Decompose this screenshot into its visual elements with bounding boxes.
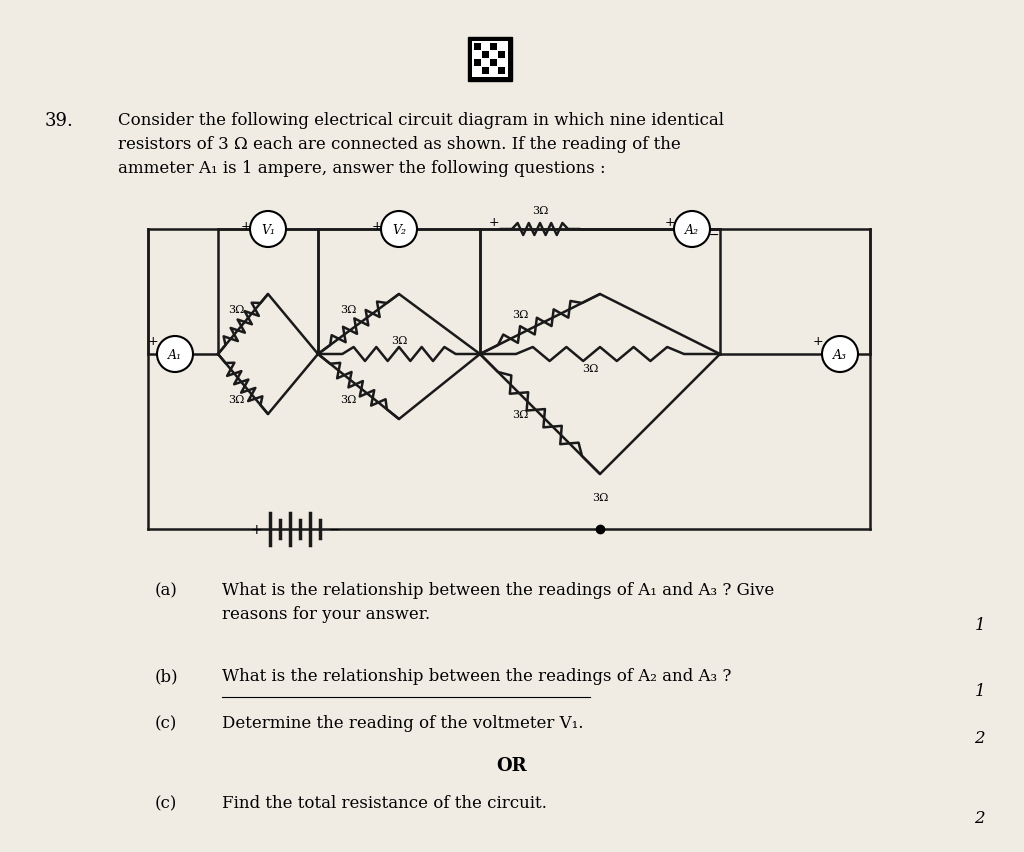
Text: What is the relationship between the readings of A₁ and A₃ ? Give
reasons for yo: What is the relationship between the rea… <box>222 581 774 623</box>
Bar <box>474 44 481 51</box>
Bar <box>472 42 508 78</box>
Text: +: + <box>250 522 262 537</box>
Bar <box>490 60 497 67</box>
Text: 2: 2 <box>975 809 985 826</box>
Bar <box>474 60 481 67</box>
Circle shape <box>157 337 193 372</box>
Text: (b): (b) <box>155 667 178 684</box>
Text: 39.: 39. <box>45 112 74 130</box>
Text: 3Ω: 3Ω <box>340 305 356 314</box>
Text: (c): (c) <box>155 794 177 811</box>
Text: A₁: A₁ <box>168 348 182 361</box>
Text: +: + <box>813 334 823 347</box>
Text: What is the relationship between the readings of A₂ and A₃ ?: What is the relationship between the rea… <box>222 667 731 684</box>
Circle shape <box>381 212 417 248</box>
Text: A₃: A₃ <box>833 348 847 361</box>
Text: (c): (c) <box>155 714 177 731</box>
Bar <box>482 68 489 75</box>
Text: 2: 2 <box>975 729 985 746</box>
Text: V₁: V₁ <box>261 223 275 236</box>
Text: 3Ω: 3Ω <box>227 305 244 314</box>
Text: V₂: V₂ <box>392 223 406 236</box>
Text: Find the total resistance of the circuit.: Find the total resistance of the circuit… <box>222 794 547 811</box>
Text: Consider the following electrical circuit diagram in which nine identical
resist: Consider the following electrical circui… <box>118 112 724 177</box>
Text: 3Ω: 3Ω <box>391 336 408 346</box>
Circle shape <box>250 212 286 248</box>
Bar <box>482 52 489 59</box>
Text: 3Ω: 3Ω <box>592 492 608 503</box>
Text: 1: 1 <box>975 682 985 699</box>
Circle shape <box>674 212 710 248</box>
Text: +: + <box>665 216 675 228</box>
Text: −: − <box>328 522 340 537</box>
Text: +: + <box>147 334 159 347</box>
Text: −: − <box>709 228 719 241</box>
Circle shape <box>822 337 858 372</box>
Text: 1: 1 <box>975 616 985 633</box>
Text: +: + <box>372 219 382 233</box>
Text: +: + <box>241 219 251 233</box>
Text: (a): (a) <box>155 581 178 598</box>
Bar <box>498 68 505 75</box>
Text: 3Ω: 3Ω <box>340 394 356 405</box>
Text: OR: OR <box>497 756 527 774</box>
Text: Determine the reading of the voltmeter V₁.: Determine the reading of the voltmeter V… <box>222 714 584 731</box>
Bar <box>498 52 505 59</box>
Text: 3Ω: 3Ω <box>227 394 244 405</box>
Bar <box>490 44 497 51</box>
Text: 3Ω: 3Ω <box>512 309 528 320</box>
Text: 3Ω: 3Ω <box>531 206 548 216</box>
Text: A₂: A₂ <box>685 223 699 236</box>
Text: 3Ω: 3Ω <box>582 364 598 373</box>
Text: 3Ω: 3Ω <box>512 410 528 419</box>
Text: +: + <box>488 216 500 228</box>
Bar <box>468 38 512 82</box>
